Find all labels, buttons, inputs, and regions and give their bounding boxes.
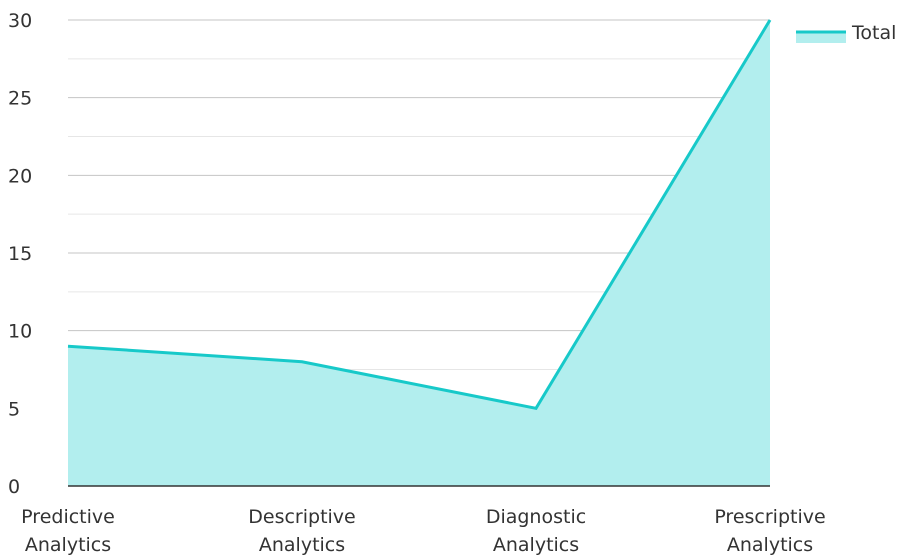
y-tick-label: 0 bbox=[8, 476, 20, 498]
x-tick-label: Predictive Analytics bbox=[21, 506, 115, 556]
x-tick-label-line: Diagnostic bbox=[486, 506, 586, 528]
y-tick-label: 10 bbox=[8, 321, 32, 343]
x-tick-label: Prescriptive Analytics bbox=[714, 506, 825, 556]
x-tick-label: Descriptive Analytics bbox=[248, 506, 355, 556]
x-tick-label-line: Analytics bbox=[727, 534, 813, 556]
y-tick-label: 15 bbox=[8, 243, 32, 265]
legend-swatch-fill bbox=[796, 32, 846, 43]
x-tick-label-line: Analytics bbox=[25, 534, 111, 556]
y-tick-label: 20 bbox=[8, 165, 32, 187]
x-tick-label-line: Descriptive bbox=[248, 506, 355, 528]
series-line-total bbox=[67, 19, 772, 411]
y-tick-label: 30 bbox=[8, 10, 32, 32]
x-tick-label-line: Analytics bbox=[259, 534, 345, 556]
x-tick-label-line: Prescriptive bbox=[714, 506, 825, 528]
legend-label-total: Total bbox=[851, 22, 896, 44]
series-line bbox=[67, 19, 772, 411]
legend: Total bbox=[796, 22, 896, 44]
series-area bbox=[68, 20, 770, 486]
y-tick-label: 5 bbox=[8, 398, 20, 420]
y-axis-tick-labels: 0 5 10 15 20 25 30 bbox=[8, 10, 32, 498]
x-tick-label-line: Analytics bbox=[493, 534, 579, 556]
x-tick-label-line: Predictive bbox=[21, 506, 115, 528]
area-fill bbox=[68, 20, 770, 486]
x-tick-label: Diagnostic Analytics bbox=[486, 506, 586, 556]
y-tick-label: 25 bbox=[8, 88, 32, 110]
